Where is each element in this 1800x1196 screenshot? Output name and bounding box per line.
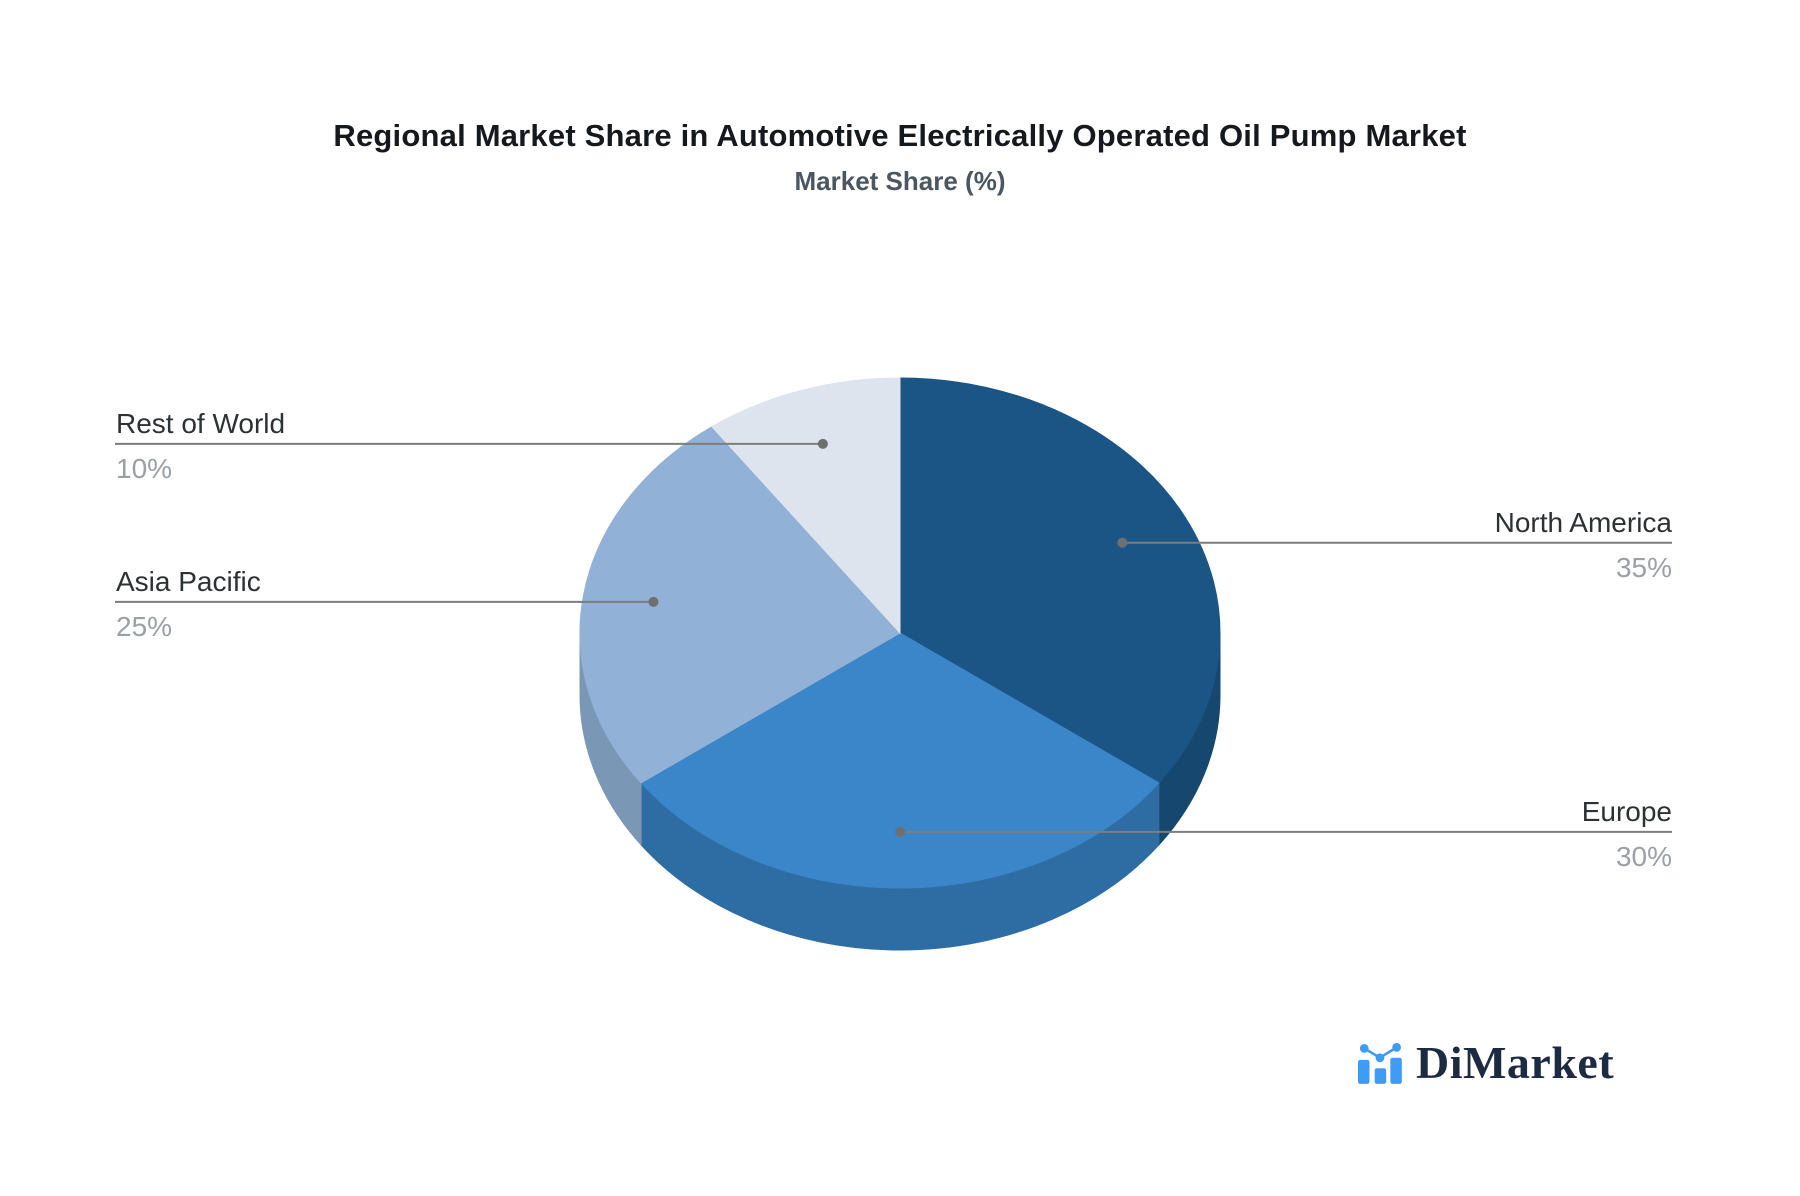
brand-dot-2 xyxy=(1375,1053,1385,1063)
brand-bar-3 xyxy=(1390,1057,1402,1084)
brand-dot-1 xyxy=(1359,1044,1369,1053)
brand-dot-3 xyxy=(1392,1042,1401,1052)
slice-label-asia-pacific: Asia Pacific xyxy=(116,565,261,597)
leader-dot-europe xyxy=(895,826,905,837)
pie-slice-europe xyxy=(640,632,1160,889)
slice-label-rest-of-world: Rest of World xyxy=(116,407,286,439)
brand-name: DiMarket xyxy=(1416,1037,1615,1088)
brand-bar-2 xyxy=(1374,1068,1387,1084)
slice-label-north-america: North America xyxy=(1494,506,1672,538)
leader-dot-asia-pacific xyxy=(648,596,659,607)
pie-slice-asia-pacific xyxy=(579,426,901,784)
pie-slice-rest-of-world xyxy=(711,377,901,635)
slice-pct-asia-pacific: 25% xyxy=(116,610,173,642)
slice-pct-rest-of-world: 10% xyxy=(116,452,173,484)
brand-logo: DiMarket xyxy=(1358,1034,1614,1092)
bar-line-chart-icon xyxy=(1358,1042,1402,1084)
slice-label-europe: Europe xyxy=(1581,795,1672,827)
pie-slice-north-america xyxy=(899,377,1221,784)
brand-bar-1 xyxy=(1358,1059,1370,1084)
chart-title: Regional Market Share in Automotive Elec… xyxy=(333,118,1467,153)
slice-pct-north-america: 35% xyxy=(1615,551,1672,583)
chart-subtitle: Market Share (%) xyxy=(794,166,1006,196)
leader-dot-north-america xyxy=(1117,537,1128,548)
leader-dot-rest-of-world xyxy=(817,438,828,449)
slice-pct-europe: 30% xyxy=(1615,840,1672,872)
